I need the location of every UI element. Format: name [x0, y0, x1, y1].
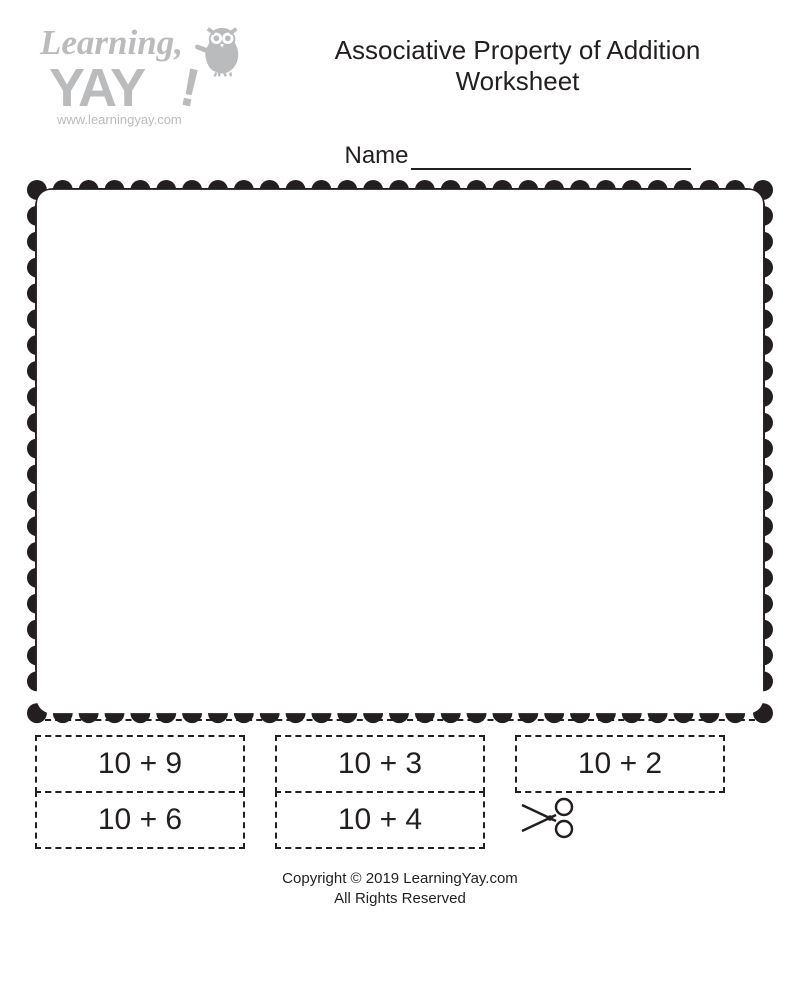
header: Learning, YAY ! www.learningyay.com [35, 20, 765, 170]
answer-blank-line[interactable] [534, 374, 735, 406]
instructions: Look at the additions. Cut out the addit… [65, 204, 735, 259]
answer-blank-line[interactable] [534, 602, 735, 634]
rights-text: All Rights Reserved [35, 889, 765, 909]
problem-expression: 3 + 7 + 4 = [65, 287, 260, 321]
problem-expression: 1 + 9 + 3 = [65, 363, 260, 397]
equals-sign: = [472, 515, 534, 549]
copyright-text: Copyright © 2019 LearningYay.com [35, 869, 765, 889]
cut-line [35, 719, 765, 721]
answer-blank-line[interactable] [534, 450, 735, 482]
cutouts-section: 10 + 9 10 + 3 10 + 2 10 + 6 10 + 4 [35, 735, 765, 849]
equals-sign: = [472, 591, 534, 625]
scissors-icon [520, 797, 576, 844]
paste-target-box[interactable] [260, 277, 428, 331]
cutout-box[interactable]: 10 + 4 [275, 791, 485, 849]
problem-row: 3 + 7 + 4 = = [65, 277, 735, 331]
paste-target-box[interactable] [260, 429, 428, 483]
worksheet-title: Associative Property of Addition Workshe… [270, 35, 765, 97]
problem-row: 1 + 9 + 3 = = [65, 353, 735, 407]
problem-expression: 5 + 5 + 6 = [65, 591, 260, 625]
cutout-box[interactable]: 10 + 2 [515, 735, 725, 793]
answer-blank-line[interactable] [534, 298, 735, 330]
svg-text:Learning,: Learning, [39, 23, 183, 62]
problem-expression: 4 + 6 + 2 = [65, 515, 260, 549]
paste-target-box[interactable] [260, 353, 428, 407]
footer: Copyright © 2019 LearningYay.com All Rig… [35, 869, 765, 910]
logo: Learning, YAY ! www.learningyay.com [35, 20, 250, 135]
problem-expression: 2 + 8 + 9 = [65, 439, 260, 473]
problem-row: 4 + 6 + 2 = = [65, 505, 735, 559]
svg-text:YAY: YAY [49, 58, 146, 118]
cutout-box[interactable]: 10 + 3 [275, 735, 485, 793]
paste-target-box[interactable] [260, 505, 428, 559]
cutout-box[interactable]: 10 + 6 [35, 791, 245, 849]
equals-sign: = [472, 287, 534, 321]
problem-row: 5 + 5 + 6 = = [65, 581, 735, 635]
worksheet-box: Look at the additions. Cut out the addit… [35, 188, 765, 687]
name-field: Name [270, 142, 765, 170]
equals-sign: = [472, 439, 534, 473]
svg-text:www.learningyay.com: www.learningyay.com [56, 112, 182, 127]
answer-blank-line[interactable] [534, 526, 735, 558]
problem-row: 2 + 8 + 9 = = [65, 429, 735, 483]
name-blank-line[interactable] [411, 168, 691, 170]
svg-text:!: ! [175, 57, 205, 119]
equals-sign: = [472, 363, 534, 397]
name-label: Name [344, 142, 408, 169]
paste-target-box[interactable] [260, 581, 428, 635]
cutout-box[interactable]: 10 + 9 [35, 735, 245, 793]
